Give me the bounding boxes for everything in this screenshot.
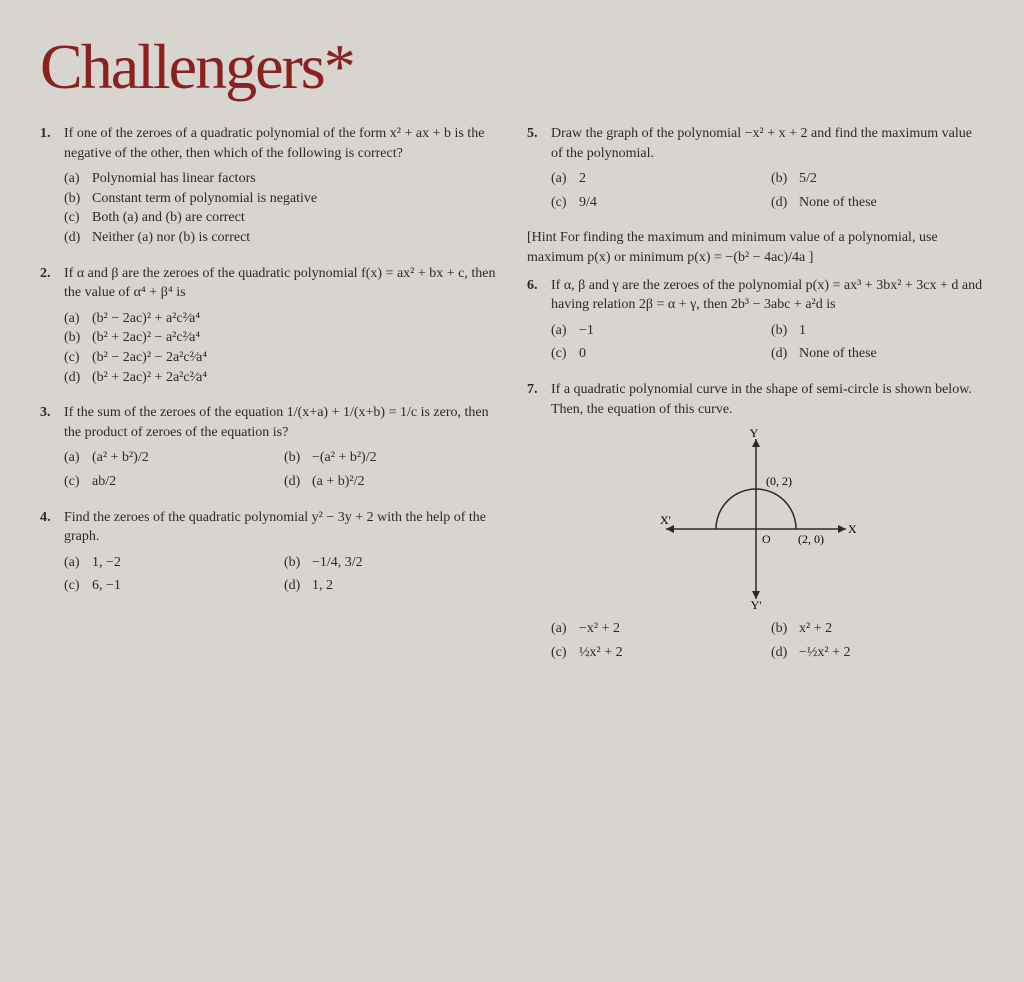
- question-4: 4. Find the zeroes of the quadratic poly…: [40, 508, 497, 596]
- q7-c: ½x² + 2: [579, 643, 623, 663]
- q7-d-lbl: (d): [771, 643, 795, 663]
- question-7: 7. If a quadratic polynomial curve in th…: [527, 380, 984, 662]
- q4-c: 6, −1: [92, 576, 121, 596]
- q3-d: (a + b)²/2: [312, 472, 365, 492]
- q1-a: Polynomial has linear factors: [92, 169, 256, 189]
- q5-c: 9/4: [579, 193, 597, 213]
- q3-b: −(a² + b²)/2: [312, 448, 377, 468]
- q7-text: If a quadratic polynomial curve in the s…: [551, 380, 984, 419]
- diag-x-label: X: [848, 522, 856, 536]
- q1-c-lbl: (c): [64, 208, 88, 228]
- q4-num: 4.: [40, 508, 58, 547]
- q6-c-lbl: (c): [551, 344, 575, 364]
- q7-num: 7.: [527, 380, 545, 419]
- q6-a: −1: [579, 321, 594, 341]
- q4-a-lbl: (a): [64, 553, 88, 573]
- left-column: 1. If one of the zeroes of a quadratic p…: [40, 124, 497, 678]
- q3-c: ab/2: [92, 472, 116, 492]
- q4-c-lbl: (c): [64, 576, 88, 596]
- q7-d: −½x² + 2: [799, 643, 851, 663]
- q7-b: x² + 2: [799, 619, 832, 639]
- q5-num: 5.: [527, 124, 545, 163]
- q1-num: 1.: [40, 124, 58, 163]
- q4-d: 1, 2: [312, 576, 333, 596]
- diag-right-label: (2, 0): [798, 532, 824, 546]
- q7-a-lbl: (a): [551, 619, 575, 639]
- q2-num: 2.: [40, 264, 58, 303]
- q2-d: (b² + 2ac)² + 2a²c²⁄a⁴: [92, 368, 207, 388]
- q3-a-lbl: (a): [64, 448, 88, 468]
- q4-b: −1/4, 3/2: [312, 553, 363, 573]
- question-5: 5. Draw the graph of the polynomial −x² …: [527, 124, 984, 212]
- q6-d-lbl: (d): [771, 344, 795, 364]
- content-columns: 1. If one of the zeroes of a quadratic p…: [40, 124, 984, 678]
- diag-origin-label: O: [762, 532, 771, 546]
- q1-d-lbl: (d): [64, 228, 88, 248]
- q1-b: Constant term of polynomial is negative: [92, 189, 317, 209]
- q7-a: −x² + 2: [579, 619, 620, 639]
- q5-d: None of these: [799, 193, 877, 213]
- q3-a: (a² + b²)/2: [92, 448, 149, 468]
- q5-b: 5/2: [799, 169, 817, 189]
- q5-a: 2: [579, 169, 586, 189]
- q7-b-lbl: (b): [771, 619, 795, 639]
- q4-text: Find the zeroes of the quadratic polynom…: [64, 508, 497, 547]
- q5-d-lbl: (d): [771, 193, 795, 213]
- q2-c: (b² − 2ac)² − 2a²c²⁄a⁴: [92, 348, 207, 368]
- q4-b-lbl: (b): [284, 553, 308, 573]
- q3-num: 3.: [40, 403, 58, 442]
- question-3: 3. If the sum of the zeroes of the equat…: [40, 403, 497, 491]
- hint-text: [Hint For finding the maximum and minimu…: [527, 228, 984, 267]
- q1-d: Neither (a) nor (b) is correct: [92, 228, 250, 248]
- q6-d: None of these: [799, 344, 877, 364]
- q1-c: Both (a) and (b) are correct: [92, 208, 245, 228]
- page-title: Challengers*: [40, 30, 984, 104]
- q5-c-lbl: (c): [551, 193, 575, 213]
- diag-yneg-label: Y': [750, 598, 761, 609]
- q6-c: 0: [579, 344, 586, 364]
- q1-a-lbl: (a): [64, 169, 88, 189]
- q6-b-lbl: (b): [771, 321, 795, 341]
- q1-b-lbl: (b): [64, 189, 88, 209]
- right-column: 5. Draw the graph of the polynomial −x² …: [527, 124, 984, 678]
- diag-y-label: Y: [749, 429, 758, 440]
- q3-b-lbl: (b): [284, 448, 308, 468]
- q3-c-lbl: (c): [64, 472, 88, 492]
- q2-a-lbl: (a): [64, 309, 88, 329]
- question-1: 1. If one of the zeroes of a quadratic p…: [40, 124, 497, 248]
- q5-a-lbl: (a): [551, 169, 575, 189]
- q7-c-lbl: (c): [551, 643, 575, 663]
- q3-text: If the sum of the zeroes of the equation…: [64, 403, 497, 442]
- q1-text: If one of the zeroes of a quadratic poly…: [64, 124, 497, 163]
- q2-d-lbl: (d): [64, 368, 88, 388]
- q6-text: If α, β and γ are the zeroes of the poly…: [551, 276, 984, 315]
- q4-a: 1, −2: [92, 553, 121, 573]
- q2-c-lbl: (c): [64, 348, 88, 368]
- q6-a-lbl: (a): [551, 321, 575, 341]
- q5-text: Draw the graph of the polynomial −x² + x…: [551, 124, 984, 163]
- q2-b: (b² + 2ac)² − a²c²⁄a⁴: [92, 328, 200, 348]
- q2-a: (b² − 2ac)² + a²c²⁄a⁴: [92, 309, 200, 329]
- q6-num: 6.: [527, 276, 545, 315]
- q6-b: 1: [799, 321, 806, 341]
- q2-b-lbl: (b): [64, 328, 88, 348]
- q2-text: If α and β are the zeroes of the quadrat…: [64, 264, 497, 303]
- question-2: 2. If α and β are the zeroes of the quad…: [40, 264, 497, 388]
- diag-xneg-label: X': [660, 513, 671, 527]
- q5-b-lbl: (b): [771, 169, 795, 189]
- question-6: 6. If α, β and γ are the zeroes of the p…: [527, 276, 984, 364]
- diag-top-label: (0, 2): [766, 474, 792, 488]
- semicircle-diagram: Y Y' X' X O (0, 2) (2, 0): [656, 429, 856, 609]
- q3-d-lbl: (d): [284, 472, 308, 492]
- q4-d-lbl: (d): [284, 576, 308, 596]
